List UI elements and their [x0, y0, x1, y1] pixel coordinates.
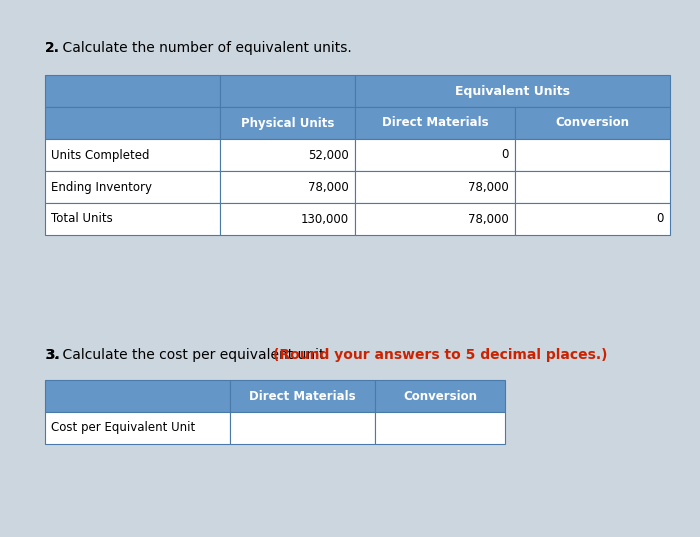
Text: 52,000: 52,000 — [308, 149, 349, 162]
Bar — [45, 75, 220, 107]
Text: 0: 0 — [657, 213, 664, 226]
Text: 3.: 3. — [45, 348, 60, 362]
Text: 0: 0 — [502, 149, 509, 162]
Bar — [220, 107, 355, 139]
Bar — [220, 75, 355, 107]
Bar — [375, 380, 505, 412]
Bar — [45, 203, 220, 235]
Bar — [375, 412, 505, 444]
Text: Units Completed: Units Completed — [51, 149, 150, 162]
Bar — [355, 75, 670, 107]
Bar — [230, 380, 375, 412]
Text: Total Units: Total Units — [51, 213, 113, 226]
Bar — [220, 203, 355, 235]
Text: Direct Materials: Direct Materials — [382, 117, 489, 129]
Bar — [355, 139, 515, 171]
Bar — [355, 203, 515, 235]
Bar — [515, 139, 670, 171]
Text: (Round your answers to 5 decimal places.): (Round your answers to 5 decimal places.… — [273, 348, 608, 362]
Text: Conversion: Conversion — [556, 117, 629, 129]
Text: 78,000: 78,000 — [308, 180, 349, 193]
Text: 78,000: 78,000 — [468, 213, 509, 226]
Text: Cost per Equivalent Unit: Cost per Equivalent Unit — [51, 422, 195, 434]
Bar — [515, 171, 670, 203]
Bar — [45, 171, 220, 203]
Text: 2. Calculate the number of equivalent units.: 2. Calculate the number of equivalent un… — [45, 41, 351, 55]
Text: Equivalent Units: Equivalent Units — [455, 84, 570, 98]
Bar — [515, 107, 670, 139]
Text: Ending Inventory: Ending Inventory — [51, 180, 152, 193]
Text: 3. Calculate the cost per equivalent unit.: 3. Calculate the cost per equivalent uni… — [45, 348, 333, 362]
Text: Conversion: Conversion — [403, 389, 477, 403]
Bar — [230, 412, 375, 444]
Bar — [515, 203, 670, 235]
Text: 2.: 2. — [45, 41, 60, 55]
Bar — [45, 107, 220, 139]
Text: 78,000: 78,000 — [468, 180, 509, 193]
Bar — [355, 171, 515, 203]
Bar — [45, 380, 230, 412]
Text: 130,000: 130,000 — [301, 213, 349, 226]
Bar — [45, 139, 220, 171]
Bar — [45, 412, 230, 444]
Text: Physical Units: Physical Units — [241, 117, 334, 129]
Text: Direct Materials: Direct Materials — [249, 389, 356, 403]
Bar — [220, 171, 355, 203]
Bar — [355, 107, 515, 139]
Bar — [220, 139, 355, 171]
